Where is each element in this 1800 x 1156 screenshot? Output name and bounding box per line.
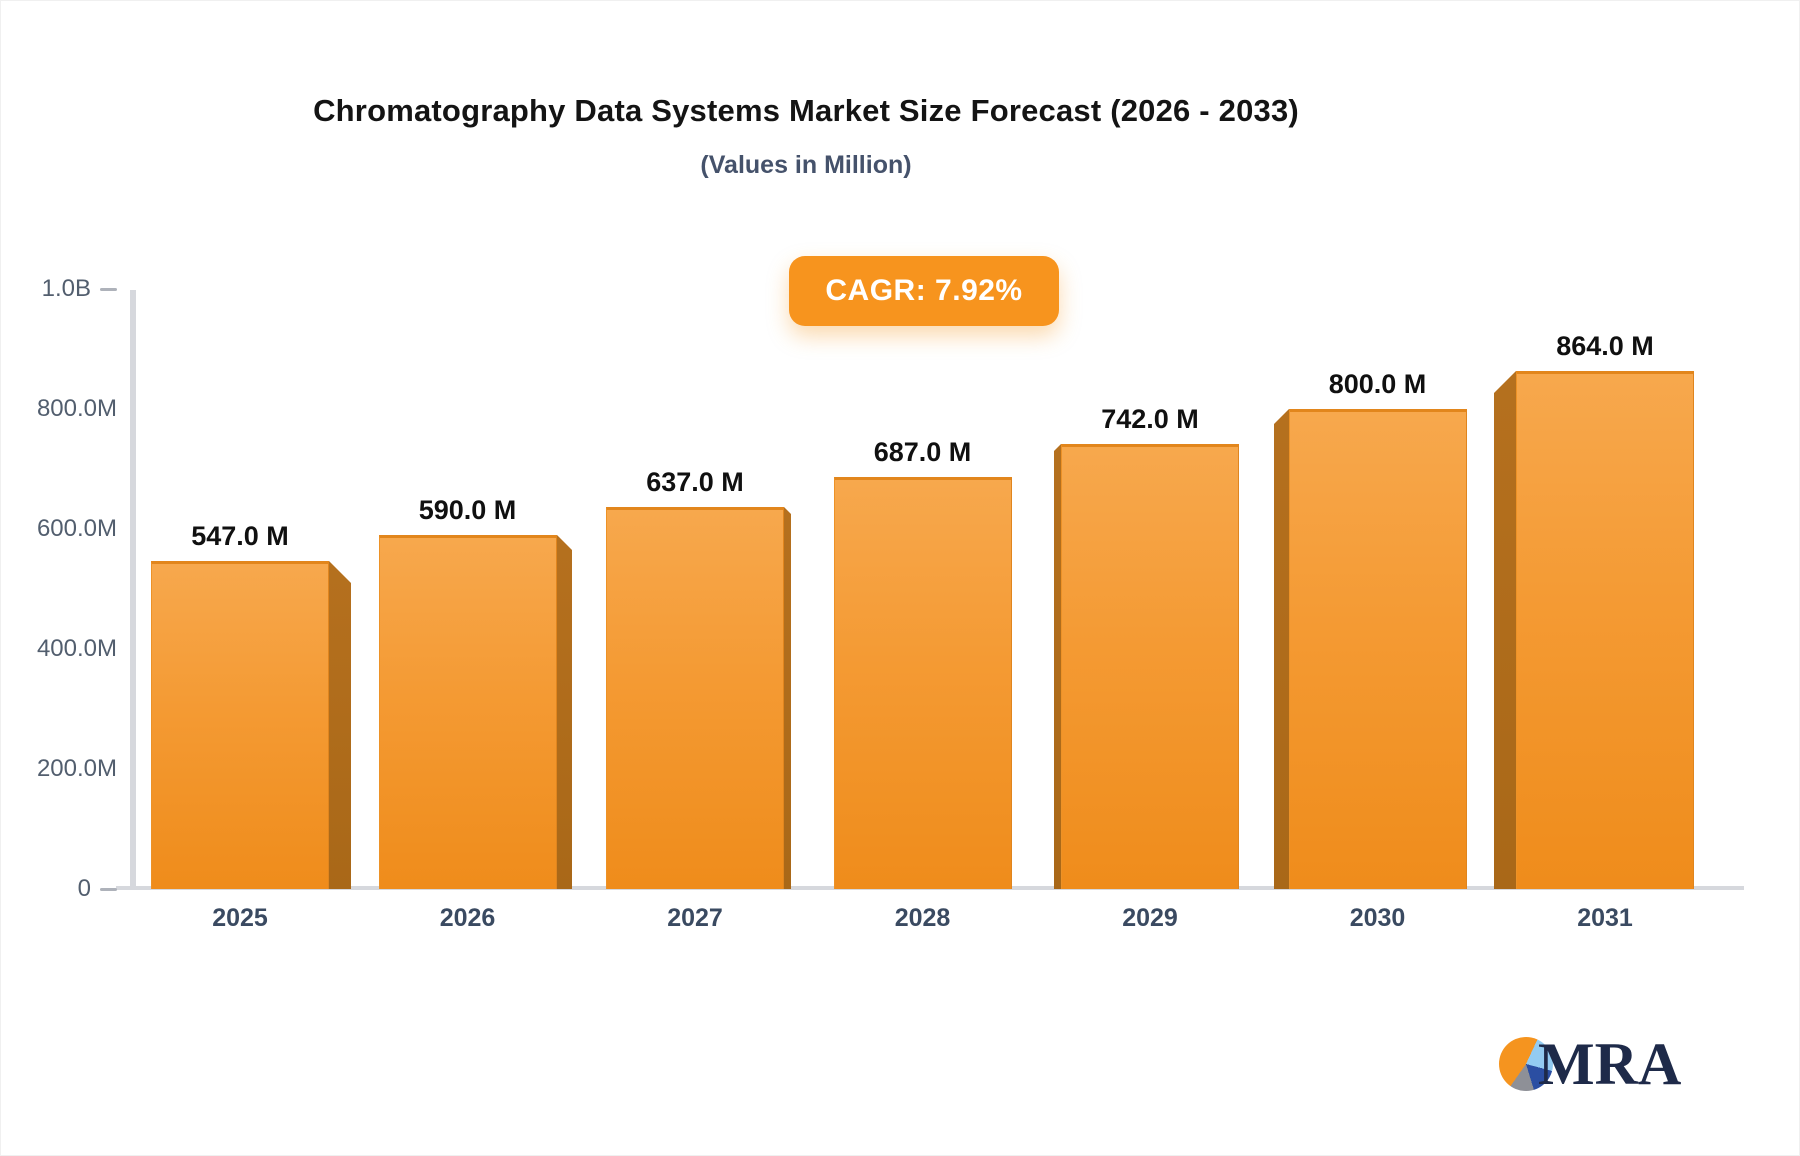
y-axis-tick-label: 0 (77, 875, 91, 902)
bar-side-face-2031 (1494, 371, 1516, 889)
cagr-badge: CAGR: 7.92% (789, 256, 1059, 326)
y-axis-tick-label: 400.0M (36, 635, 117, 662)
x-axis-label-2026: 2026 (439, 904, 496, 932)
bar-side-face-2030 (1274, 409, 1289, 889)
y-axis-tick-dash (100, 287, 117, 291)
y-axis-line (130, 290, 136, 889)
cagr-badge-label: CAGR: 7.92% (825, 274, 1023, 307)
bar-2025[interactable] (151, 561, 329, 889)
y-axis-tick-row: 200.0M (1, 754, 117, 784)
bar-2029[interactable] (1061, 444, 1239, 889)
x-axis-label-2027: 2027 (667, 904, 723, 932)
pie-chart-logo-icon (1499, 1037, 1553, 1091)
mra-logo-text: MRA (1538, 1031, 1682, 1097)
y-axis-tick-dash (100, 887, 117, 891)
bar-2030[interactable] (1289, 409, 1467, 889)
y-axis-tick-row: 600.0M (1, 514, 117, 544)
y-axis-tick-row: 800.0M (1, 394, 117, 424)
x-axis-label-2028: 2028 (894, 904, 951, 932)
bar-side-face-2027 (784, 507, 791, 889)
mra-logo: MRA (1499, 1031, 1682, 1097)
bar-2028[interactable] (834, 477, 1012, 889)
bar-side-face-2029 (1054, 444, 1061, 889)
x-axis-label-2029: 2029 (1122, 904, 1178, 932)
chart-title: Chromatography Data Systems Market Size … (313, 93, 1299, 128)
bar-side-face-2026 (557, 535, 572, 889)
bar-2026[interactable] (379, 535, 557, 889)
bar-value-label-2031: 864.0 M (1556, 331, 1654, 361)
y-axis-tick-label: 1.0B (41, 275, 91, 302)
y-axis-tick-label: 200.0M (36, 755, 117, 782)
y-axis-tick-row: 1.0B (1, 274, 117, 304)
bar-value-label-2030: 800.0 M (1328, 369, 1427, 399)
bar-2031[interactable] (1516, 371, 1694, 889)
x-axis-label-2025: 2025 (212, 904, 268, 932)
x-axis-label-2030: 2030 (1349, 904, 1406, 932)
bar-value-label-2025: 547.0 M (191, 521, 289, 551)
x-axis-label-2031: 2031 (1577, 904, 1633, 932)
bar-2027[interactable] (606, 507, 784, 889)
bar-value-label-2027: 637.0 M (646, 467, 744, 497)
y-axis-tick-label: 600.0M (36, 515, 117, 542)
y-axis-tick-label: 800.0M (36, 395, 117, 422)
chart-subtitle: (Values in Million) (700, 151, 912, 179)
bar-side-face-2025 (329, 561, 351, 889)
bar-value-label-2029: 742.0 M (1101, 404, 1199, 434)
y-axis-tick-row: 400.0M (1, 634, 117, 664)
bar-value-label-2026: 590.0 M (418, 495, 517, 525)
bar-value-label-2028: 687.0 M (873, 437, 972, 467)
y-axis-tick-row: 0 (1, 874, 117, 904)
